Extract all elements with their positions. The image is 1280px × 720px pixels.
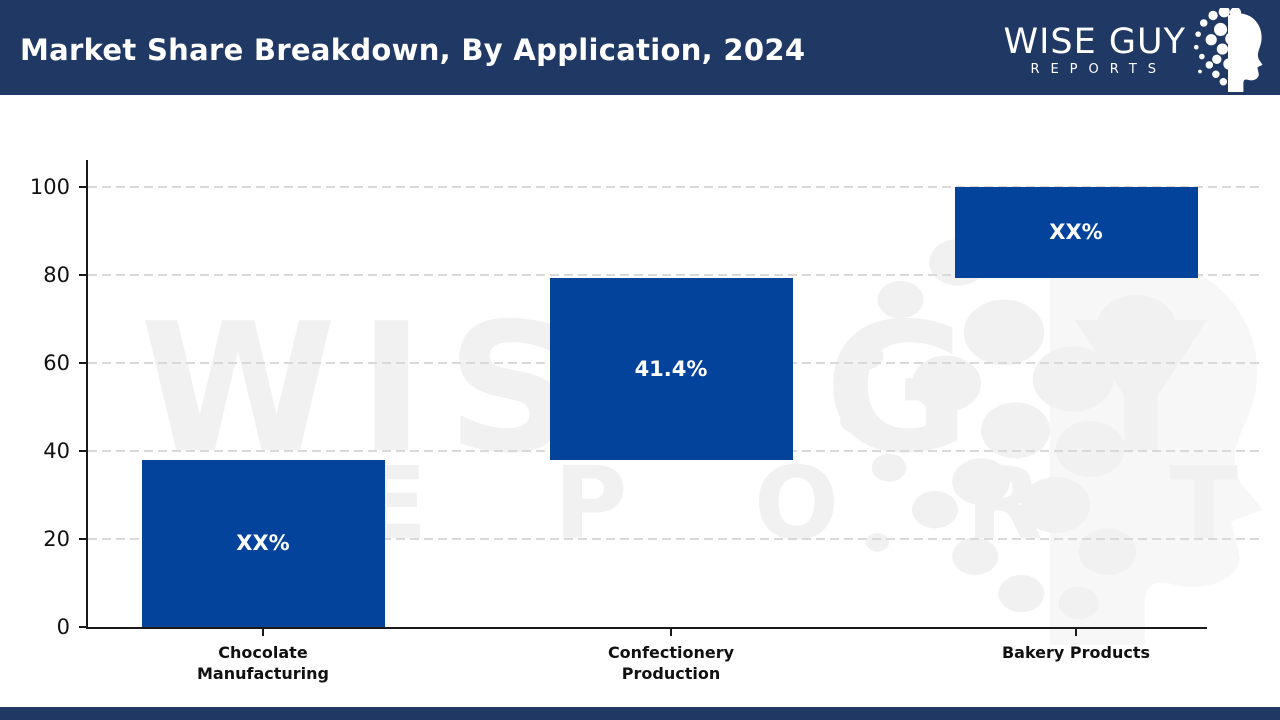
x-axis-label-confectionery-production: Confectionery Production [607, 643, 735, 683]
x-axis-line [86, 627, 1207, 629]
x-axis-label-bakery-products: Bakery Products [1001, 643, 1151, 662]
bar-value-label: XX% [236, 531, 290, 556]
brand-logo: WISE GUY REPORTS [1003, 8, 1266, 92]
bar-confectionery-production: 41.4% [549, 277, 793, 460]
bar-bakery-products: XX% [954, 187, 1198, 278]
y-axis-label-40: 40 [43, 439, 70, 463]
page-title: Market Share Breakdown, By Application, … [20, 33, 806, 67]
gridline-20 [88, 538, 1262, 540]
y-tick-100 [79, 186, 87, 188]
bar-value-label: XX% [1049, 220, 1103, 245]
y-axis-line [86, 160, 88, 629]
brand-subtitle: REPORTS [1030, 62, 1168, 77]
x-tick-chocolate-manufacturing [262, 629, 264, 636]
footer-bar [0, 707, 1280, 720]
plot-area: 0 20 40 60 80 100 XX% 41.4% XX% Chocolate Manufact… [30, 160, 1262, 683]
y-tick-60 [79, 362, 87, 364]
y-axis-label-100: 100 [29, 175, 70, 199]
gridline-80 [88, 274, 1262, 276]
bar-value-label: 41.4% [634, 356, 708, 381]
x-axis-label-chocolate-manufacturing: Chocolate Manufacturing [197, 643, 329, 683]
brand-name: WISE GUY [1003, 22, 1186, 62]
x-tick-confectionery-production [670, 629, 672, 636]
header-bar: Market Share Breakdown, By Application, … [0, 0, 1280, 95]
y-tick-20 [79, 538, 87, 540]
brand-logo-text: WISE GUY REPORTS [1003, 23, 1186, 77]
bar-chocolate-manufacturing: XX% [141, 459, 385, 627]
y-axis-label-20: 20 [43, 527, 70, 551]
y-tick-0 [79, 626, 87, 628]
y-axis-label-0: 0 [56, 615, 70, 639]
y-tick-80 [79, 274, 87, 276]
head-silhouette-icon [1193, 8, 1263, 92]
y-tick-40 [79, 450, 87, 452]
x-tick-bakery-products [1075, 629, 1077, 636]
y-axis-label-80: 80 [43, 263, 70, 287]
gridline-100 [88, 186, 1262, 188]
y-axis-label-60: 60 [43, 351, 70, 375]
